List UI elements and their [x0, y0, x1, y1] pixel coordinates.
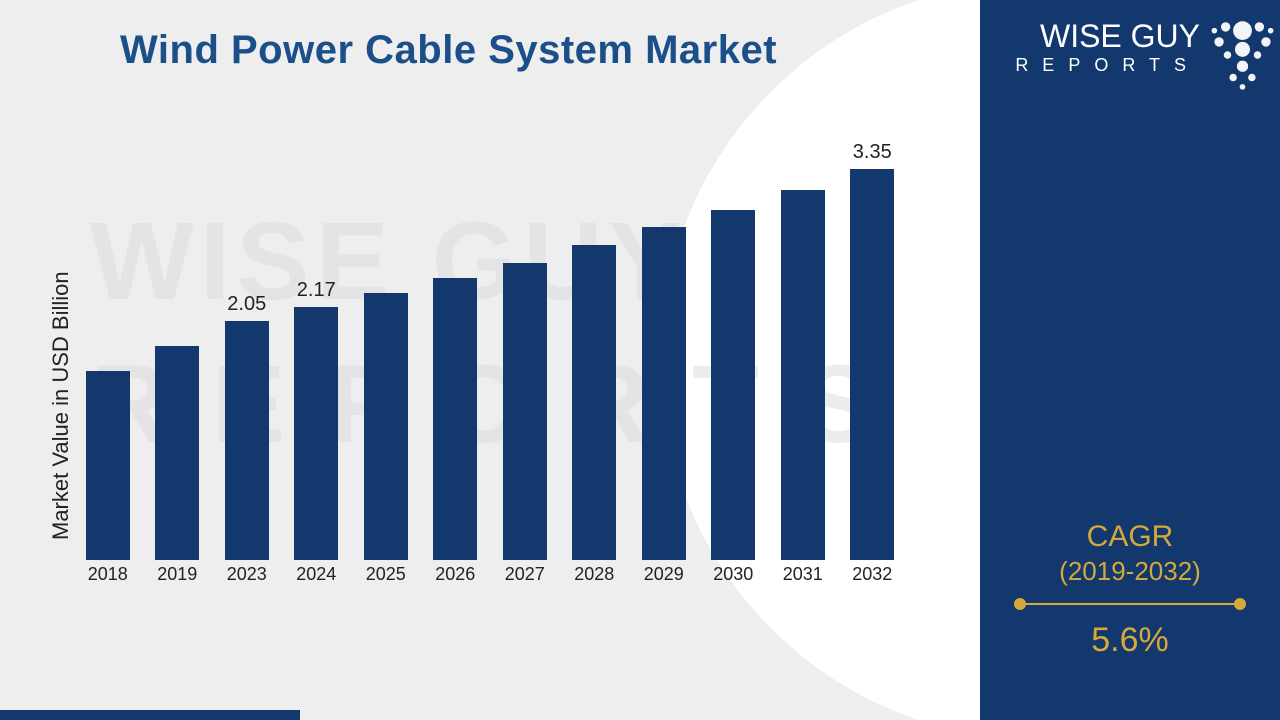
bar-wrap [362, 293, 410, 560]
logo-line1: WISE GUY [1015, 18, 1200, 55]
bar [86, 371, 130, 560]
y-axis-label: Market Value in USD Billion [48, 271, 74, 540]
x-tick: 2024 [293, 564, 341, 585]
bar [155, 346, 199, 560]
bar-wrap [640, 227, 688, 560]
logo-line2: REPORTS [1015, 55, 1200, 76]
x-tick: 2025 [362, 564, 410, 585]
cagr-block: CAGR (2019-2032) 5.6% [1010, 520, 1250, 660]
bar-group: 2.05 2.17 3.35 [80, 140, 900, 560]
x-tick: 2032 [849, 564, 897, 585]
bar-wrap: 3.35 [849, 169, 897, 560]
x-tick: 2026 [432, 564, 480, 585]
bar [850, 169, 894, 560]
x-tick: 2023 [223, 564, 271, 585]
chart-plot: 2.05 2.17 3.35 [80, 140, 900, 560]
logo-head-icon [1205, 10, 1280, 95]
x-tick: 2018 [84, 564, 132, 585]
bar-wrap [501, 263, 549, 560]
bar [225, 321, 269, 560]
cagr-divider [1020, 603, 1240, 605]
stage: WISE GUYR E P O R T S Wind Power Cable S… [0, 0, 1280, 720]
cagr-period: (2019-2032) [1010, 556, 1250, 587]
bar [433, 278, 477, 560]
chart-title: Wind Power Cable System Market [120, 28, 777, 73]
x-tick: 2031 [779, 564, 827, 585]
bar-value-label: 3.35 [853, 141, 892, 164]
bar-wrap [571, 245, 619, 560]
bar-value-label: 2.05 [227, 293, 266, 316]
bar [711, 210, 755, 560]
cagr-value: 5.6% [1010, 621, 1250, 660]
bar-wrap: 2.17 [293, 307, 341, 560]
brand-logo: WISE GUY REPORTS [1015, 18, 1200, 76]
x-tick: 2028 [571, 564, 619, 585]
x-tick: 2027 [501, 564, 549, 585]
bar-wrap: 2.05 [223, 321, 271, 560]
x-tick: 2019 [154, 564, 202, 585]
bar [781, 190, 825, 560]
bar [642, 227, 686, 560]
bar-wrap [84, 371, 132, 560]
x-tick: 2029 [640, 564, 688, 585]
bottom-accent-bar [0, 710, 300, 720]
bar-wrap [154, 346, 202, 560]
x-axis: 2018 2019 2023 2024 2025 2026 2027 2028 2029 2030… [80, 564, 900, 585]
bar [503, 263, 547, 560]
bar-wrap [710, 210, 758, 560]
bar [294, 307, 338, 560]
cagr-label: CAGR [1010, 520, 1250, 554]
bar-wrap [779, 190, 827, 560]
bar-value-label: 2.17 [297, 279, 336, 302]
bar [364, 293, 408, 560]
bar-wrap [432, 278, 480, 560]
x-tick: 2030 [710, 564, 758, 585]
bar [572, 245, 616, 560]
